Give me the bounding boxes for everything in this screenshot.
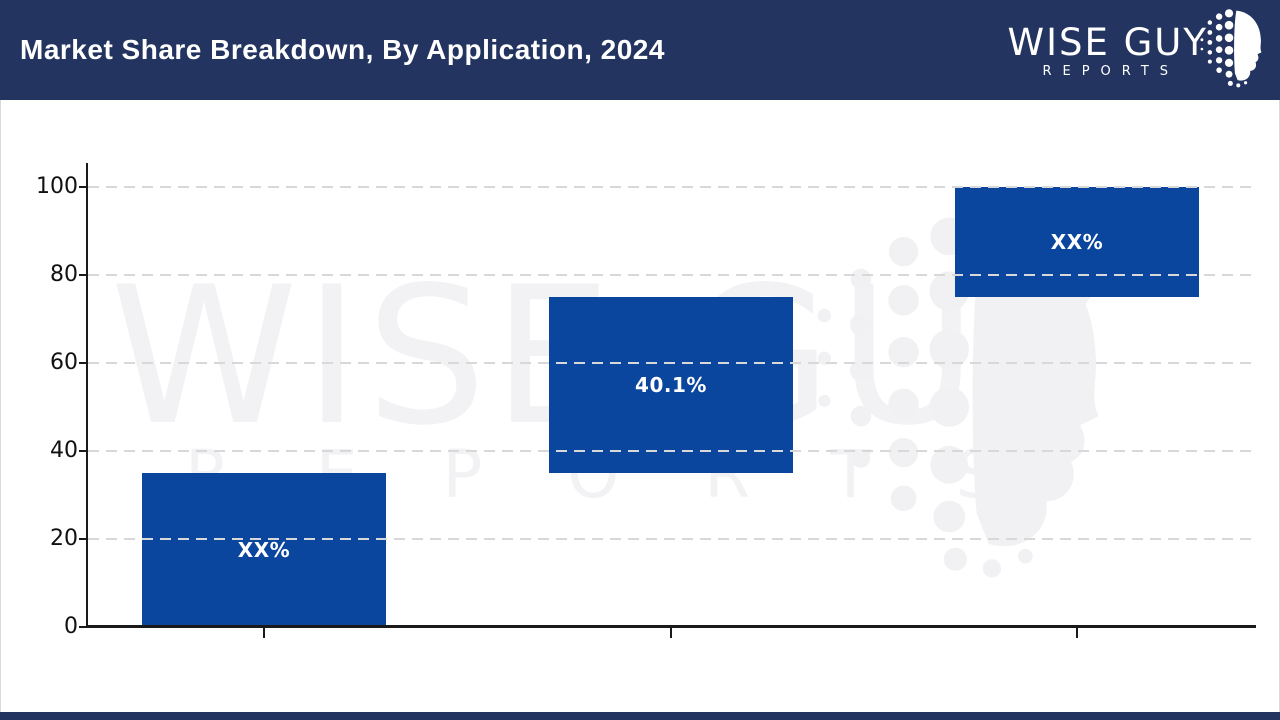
gridline (88, 274, 1256, 276)
logo-reports-text: REPORTS (1042, 64, 1180, 80)
gridline (88, 186, 1256, 188)
plot-area: 020406080100XX%40.1%XX%CardiologyPeriphe… (0, 100, 1280, 720)
y-tick-mark (79, 626, 87, 628)
gridline (88, 362, 1256, 364)
bar-segment: 40.1% (549, 296, 793, 473)
y-tick-mark (79, 274, 87, 276)
footer-bar (0, 712, 1280, 720)
gridline (88, 538, 1256, 540)
x-tick-mark (670, 628, 672, 638)
logo-head-dots-icon (1200, 9, 1262, 88)
bar-segment: XX% (955, 187, 1199, 297)
y-tick-mark (79, 538, 87, 540)
header-bar: Market Share Breakdown, By Application, … (0, 0, 1280, 100)
y-tick-mark (79, 362, 87, 364)
y-tick-label: 80 (50, 262, 78, 287)
y-tick-mark (79, 186, 87, 188)
bar-value-label: XX% (237, 538, 291, 562)
logo-wordmark: WISE GUY (1007, 20, 1208, 64)
x-axis-line (86, 625, 1256, 628)
y-tick-label: 40 (50, 438, 78, 463)
y-tick-label: 0 (64, 614, 78, 639)
bar-segment: XX% (142, 473, 386, 627)
y-tick-mark (79, 450, 87, 452)
x-tick-mark (263, 628, 265, 638)
gridline (88, 450, 1256, 452)
bar-value-label: 40.1% (635, 372, 707, 397)
logo-text: WISE GUY REPORTS (1007, 20, 1208, 80)
x-tick-mark (1076, 628, 1078, 638)
chart-title: Market Share Breakdown, By Application, … (20, 34, 665, 65)
y-tick-label: 60 (50, 350, 78, 375)
y-tick-label: 20 (50, 526, 78, 551)
y-axis-line (86, 163, 88, 628)
bar-value-label: XX% (1050, 229, 1104, 254)
y-tick-label: 100 (36, 174, 78, 199)
wiseguy-logo: WISE GUY REPORTS (1008, 8, 1270, 94)
